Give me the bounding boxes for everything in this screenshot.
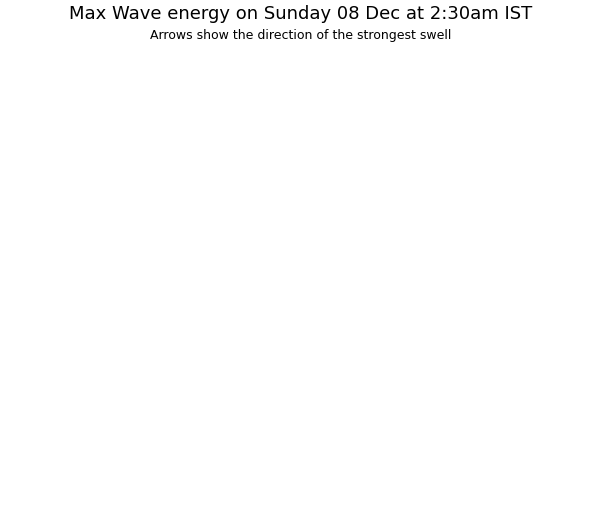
Text: Max Wave energy on Sunday 08 Dec at 2:30am IST: Max Wave energy on Sunday 08 Dec at 2:30… xyxy=(69,6,532,24)
Text: cartopy required: cartopy required xyxy=(219,269,382,288)
Text: Arrows show the direction of the strongest swell: Arrows show the direction of the stronge… xyxy=(150,29,451,41)
